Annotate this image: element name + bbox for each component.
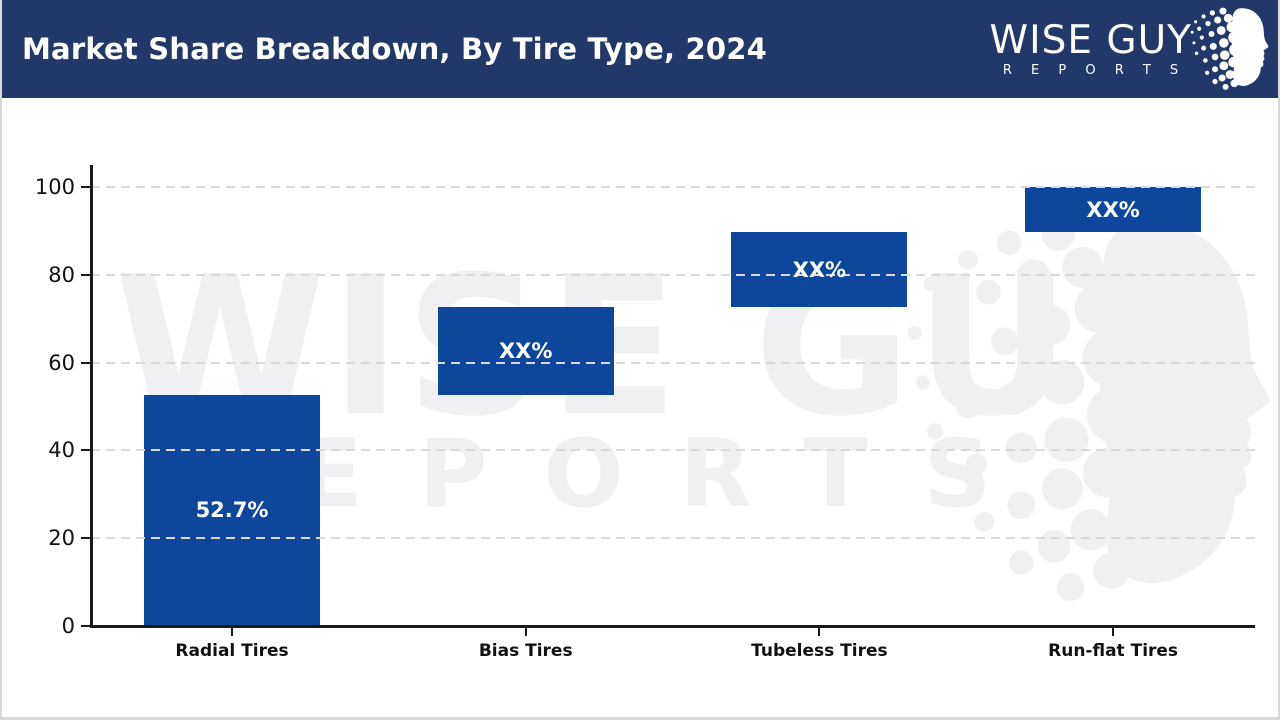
x-axis-line	[90, 625, 1255, 628]
watermark-head-icon	[886, 196, 1280, 630]
y-axis-label-0: 0	[61, 614, 75, 638]
wiseguy-logo-text: WISE GUY R E P O R T S	[990, 21, 1192, 78]
header: Market Share Breakdown, By Tire Type, 20…	[2, 0, 1278, 98]
x-axis-label-radial-tires: Radial Tires	[175, 641, 289, 661]
bar-run-flat-tires	[1025, 187, 1202, 233]
x-axis-label-bias-tires: Bias Tires	[478, 641, 573, 661]
bar-value-label-run-flat-tires: XX%	[1086, 197, 1140, 222]
bar-value-label-tubeless-tires: XX%	[792, 257, 847, 282]
y-axis-label-20: 20	[48, 526, 75, 551]
x-axis-tick-tubeless-tires	[818, 628, 821, 636]
y-axis-tick-80	[81, 273, 90, 276]
gridline-y20	[91, 537, 1258, 540]
chart-title: Market Share Breakdown, By Tire Type, 20…	[22, 32, 767, 66]
y-axis-tick-60	[81, 361, 90, 364]
y-axis-label-80: 80	[48, 262, 75, 287]
x-axis-tick-bias-tires	[524, 628, 527, 636]
gridline-y80	[91, 273, 1258, 276]
y-axis-label-60: 60	[48, 350, 75, 375]
logo-subname: R E P O R T S	[1002, 62, 1186, 78]
gridline-y100	[91, 186, 1258, 188]
y-axis-label-40: 40	[48, 438, 75, 463]
x-axis-label-run-flat-tires: Run-flat Tires	[1048, 641, 1179, 661]
x-axis-tick-run-flat-tires	[1112, 628, 1115, 636]
y-axis-tick-40	[81, 449, 90, 452]
y-axis-tick-20	[81, 537, 90, 540]
bar-bias-tires	[437, 306, 614, 395]
bar-value-label-radial-tires: 52.7%	[195, 498, 269, 523]
x-axis-tick-radial-tires	[231, 628, 233, 636]
wiseguy-head-icon	[1182, 5, 1278, 93]
bar-radial-tires	[144, 394, 320, 626]
y-axis-line	[90, 165, 93, 628]
y-axis-tick-100	[81, 186, 90, 188]
y-axis-tick-0	[81, 625, 90, 627]
bar-tubeless-tires	[731, 232, 908, 307]
logo-name: WISE GUY	[989, 17, 1192, 63]
gridline-y60	[91, 361, 1258, 364]
x-axis-label-tubeless-tires: Tubeless Tires	[751, 641, 888, 661]
y-axis-label-100: 100	[34, 175, 75, 199]
gridline-y40	[91, 449, 1258, 452]
wiseguy-logo: WISE GUY R E P O R T S	[990, 4, 1278, 94]
bar-value-label-bias-tires: XX%	[498, 338, 553, 363]
